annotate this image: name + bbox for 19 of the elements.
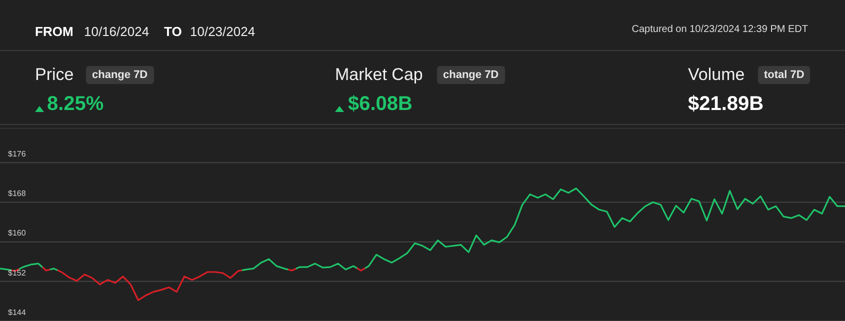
text: Market Cap [335,65,423,85]
text: 10/23/2024 [190,24,256,39]
text: 8.25% [47,93,104,116]
text: 10/16/2024 [84,24,150,39]
y-tick-label: $176 [8,149,26,158]
y-tick-label: $144 [8,308,26,317]
text: total 7D [758,66,810,84]
text: change 7D [437,66,505,84]
y-tick-label: $152 [8,268,26,278]
text: TO [164,24,182,39]
text: Captured on 10/23/2024 12:39 PM EDT [632,24,808,35]
y-tick-label: $160 [8,228,26,238]
text: $6.08B [348,93,412,116]
text: FROM [35,24,74,39]
text: change 7D [86,66,154,84]
text: Price [35,65,74,85]
text: $21.89B [688,93,764,116]
y-tick-label: $168 [8,189,26,198]
text: Volume [688,65,745,85]
